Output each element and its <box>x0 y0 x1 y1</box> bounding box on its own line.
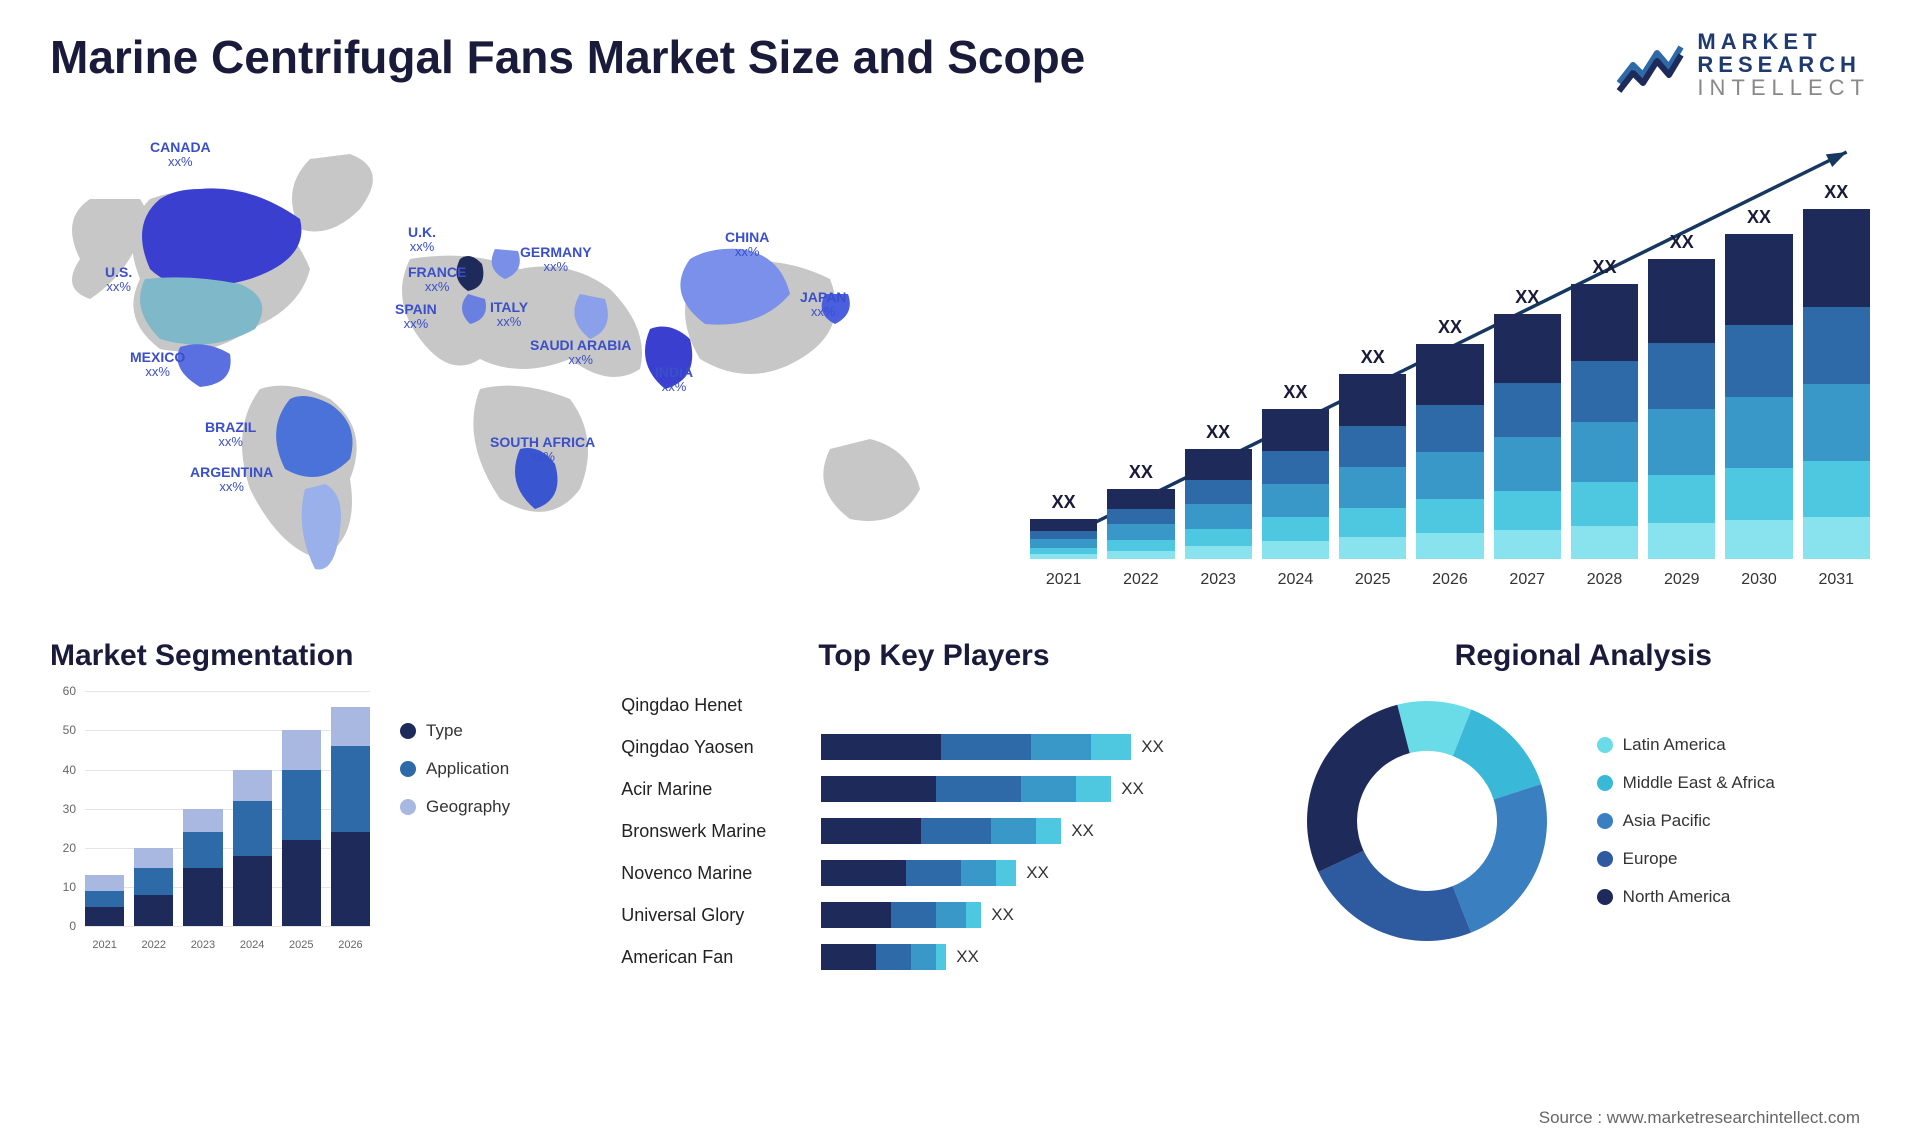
growth-bar: XX <box>1416 317 1483 559</box>
growth-year-label: 2028 <box>1571 571 1638 589</box>
player-row: Novenco MarineXX <box>621 855 1246 891</box>
map-label: CANADAxx% <box>150 139 211 170</box>
map-label: SAUDI ARABIAxx% <box>530 337 631 368</box>
growth-year-label: 2022 <box>1107 571 1174 589</box>
source-attribution: Source : www.marketresearchintellect.com <box>1539 1108 1860 1128</box>
seg-year: 2021 <box>85 939 124 951</box>
seg-bar <box>233 770 272 927</box>
growth-year-label: 2025 <box>1339 571 1406 589</box>
players-title: Top Key Players <box>621 639 1246 673</box>
growth-chart: XXXXXXXXXXXXXXXXXXXXXX 20212022202320242… <box>1030 129 1870 589</box>
page-title: Marine Centrifugal Fans Market Size and … <box>50 30 1085 84</box>
seg-ytick: 60 <box>63 684 76 698</box>
map-label: CHINAxx% <box>725 229 769 260</box>
legend-item: Application <box>400 759 510 779</box>
growth-bar: XX <box>1494 287 1561 559</box>
player-row: Bronswerk MarineXX <box>621 813 1246 849</box>
seg-bar <box>331 707 370 926</box>
seg-ytick: 10 <box>63 880 76 894</box>
seg-bar <box>85 875 124 926</box>
seg-year: 2026 <box>331 939 370 951</box>
legend-item: Asia Pacific <box>1597 811 1775 831</box>
map-label: JAPANxx% <box>800 289 846 320</box>
map-label: GERMANYxx% <box>520 244 592 275</box>
seg-year: 2022 <box>134 939 173 951</box>
growth-bar: XX <box>1107 462 1174 559</box>
player-row: American FanXX <box>621 939 1246 975</box>
growth-year-label: 2026 <box>1416 571 1483 589</box>
seg-year: 2023 <box>183 939 222 951</box>
segmentation-title: Market Segmentation <box>50 639 571 673</box>
map-label: BRAZILxx% <box>205 419 256 450</box>
growth-bar: XX <box>1030 492 1097 559</box>
growth-year-label: 2029 <box>1648 571 1715 589</box>
map-label: ARGENTINAxx% <box>190 464 273 495</box>
growth-bar: XX <box>1262 382 1329 559</box>
player-row: Acir MarineXX <box>621 771 1246 807</box>
logo-line3: INTELLECT <box>1697 76 1870 99</box>
seg-ytick: 30 <box>63 802 76 816</box>
segmentation-chart: 0102030405060 202120222023202420252026 <box>50 691 370 951</box>
map-label: FRANCExx% <box>408 264 466 295</box>
seg-bar <box>282 730 321 926</box>
growth-bar: XX <box>1571 257 1638 559</box>
map-label: INDIAxx% <box>655 364 693 395</box>
key-players-chart: Qingdao Henet Qingdao YaosenXX Acir Marine… <box>621 687 1246 975</box>
map-label: MEXICOxx% <box>130 349 185 380</box>
regional-donut <box>1297 691 1557 951</box>
seg-ytick: 50 <box>63 723 76 737</box>
logo-line2: RESEARCH <box>1697 53 1870 76</box>
logo-line1: MARKET <box>1697 30 1870 53</box>
seg-ytick: 40 <box>63 763 76 777</box>
map-label: U.K.xx% <box>408 224 436 255</box>
player-row: Qingdao YaosenXX <box>621 729 1246 765</box>
growth-bar: XX <box>1803 182 1870 559</box>
seg-year: 2024 <box>233 939 272 951</box>
world-map: CANADAxx% U.S.xx% MEXICOxx% BRAZILxx% ARGENT… <box>50 129 970 589</box>
legend-item: Europe <box>1597 849 1775 869</box>
growth-year-label: 2023 <box>1185 571 1252 589</box>
brand-logo: MARKET RESEARCH INTELLECT <box>1615 30 1870 99</box>
regional-title: Regional Analysis <box>1297 639 1870 673</box>
seg-bar <box>134 848 173 926</box>
legend-item: Type <box>400 721 510 741</box>
map-label: U.S.xx% <box>105 264 132 295</box>
growth-year-label: 2027 <box>1494 571 1561 589</box>
growth-year-label: 2024 <box>1262 571 1329 589</box>
player-row: Universal GloryXX <box>621 897 1246 933</box>
growth-year-label: 2030 <box>1725 571 1792 589</box>
seg-ytick: 20 <box>63 841 76 855</box>
growth-bar: XX <box>1185 422 1252 559</box>
seg-ytick: 0 <box>69 919 76 933</box>
player-row: Qingdao Henet <box>621 687 1246 723</box>
map-label: SOUTH AFRICAxx% <box>490 434 595 465</box>
growth-year-label: 2031 <box>1803 571 1870 589</box>
seg-year: 2025 <box>282 939 321 951</box>
growth-year-label: 2021 <box>1030 571 1097 589</box>
legend-item: Geography <box>400 797 510 817</box>
logo-icon <box>1615 35 1685 95</box>
map-label: SPAINxx% <box>395 301 437 332</box>
growth-bar: XX <box>1648 232 1715 559</box>
legend-item: North America <box>1597 887 1775 907</box>
legend-item: Middle East & Africa <box>1597 773 1775 793</box>
segmentation-legend: Type Application Geography <box>400 691 510 951</box>
regional-legend: Latin America Middle East & Africa Asia Pa… <box>1597 735 1775 907</box>
seg-bar <box>183 809 222 927</box>
growth-bar: XX <box>1725 207 1792 559</box>
legend-item: Latin America <box>1597 735 1775 755</box>
growth-bar: XX <box>1339 347 1406 559</box>
map-label: ITALYxx% <box>490 299 528 330</box>
